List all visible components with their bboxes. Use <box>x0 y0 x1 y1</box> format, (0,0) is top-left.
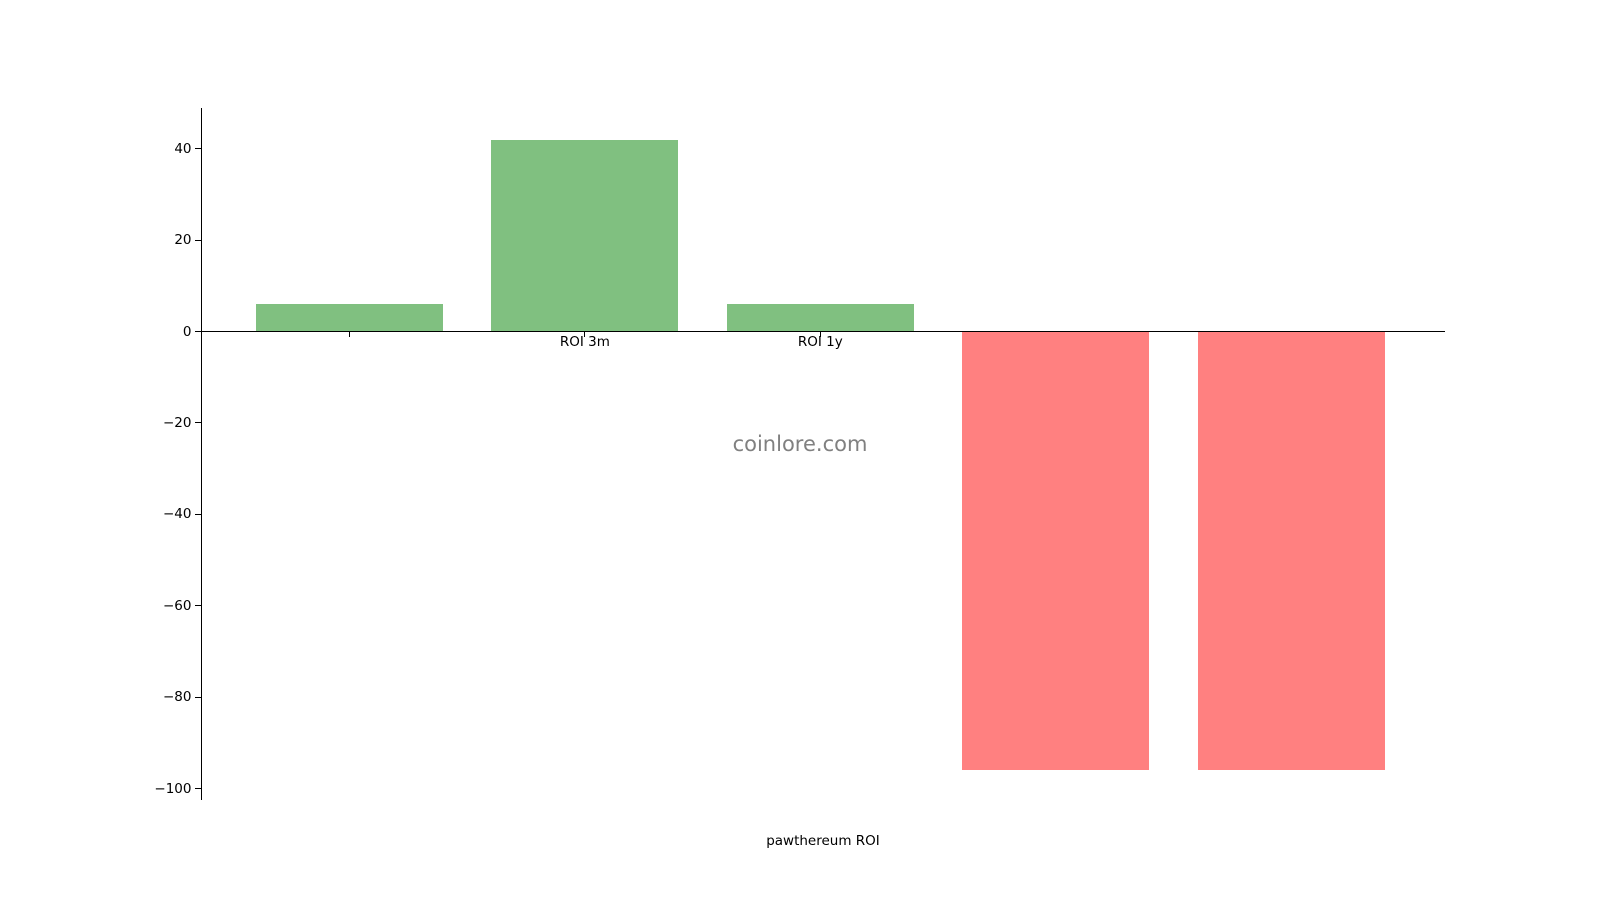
y-tick-label: 20 <box>174 232 192 249</box>
zero-axis-line <box>201 330 1445 333</box>
y-tick-mark <box>194 696 201 698</box>
bar <box>726 304 914 332</box>
x-tick-mark <box>819 331 821 337</box>
y-tick-label: −100 <box>154 780 192 797</box>
watermark: coinlore.com <box>732 432 868 456</box>
y-tick-mark <box>194 422 201 424</box>
x-tick-label: ROI 1y <box>797 333 843 350</box>
y-tick-label: −80 <box>163 689 192 706</box>
y-tick-mark <box>194 513 201 515</box>
bar <box>256 304 443 332</box>
x-tick-mark <box>348 331 351 337</box>
y-tick-mark <box>194 787 201 790</box>
y-tick-label: 0 <box>182 323 192 340</box>
x-tick-mark <box>584 331 586 337</box>
bar <box>962 331 1150 771</box>
x-tick-label: ROI 3m <box>559 333 610 350</box>
bar <box>491 139 679 332</box>
y-tick-mark <box>194 605 201 607</box>
y-tick-mark <box>194 148 201 150</box>
y-tick-label: −60 <box>163 597 192 614</box>
y-tick-mark <box>194 330 201 333</box>
y-axis-spine <box>201 108 203 800</box>
y-tick-label: −20 <box>163 414 192 431</box>
chart-xlabel: pawthereum ROI <box>766 833 880 849</box>
y-tick-mark <box>194 239 201 241</box>
bar <box>1197 331 1385 771</box>
y-tick-label: 40 <box>174 140 192 157</box>
y-tick-label: −40 <box>163 506 192 523</box>
